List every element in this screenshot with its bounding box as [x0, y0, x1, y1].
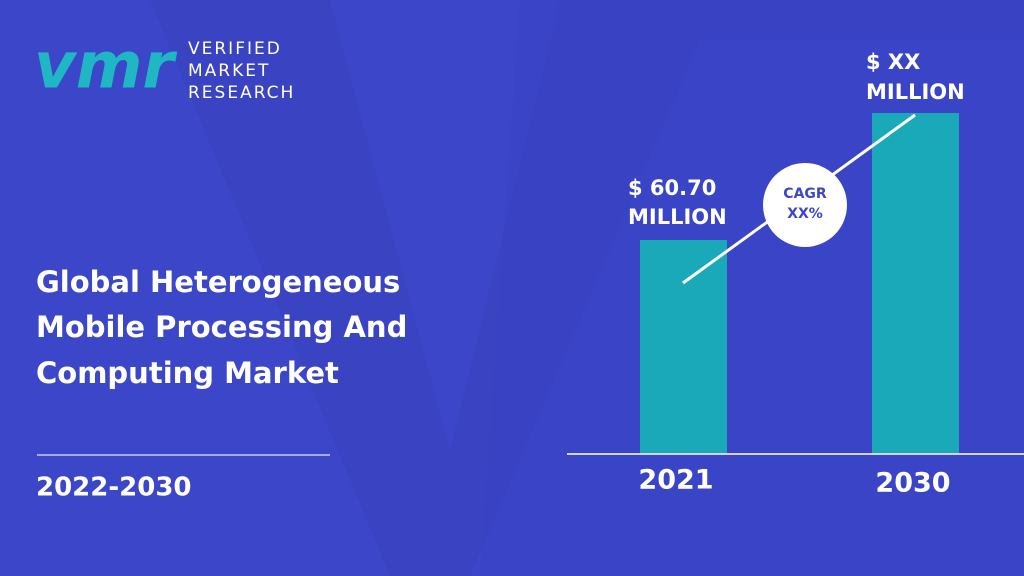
year-label: 2021 — [638, 465, 713, 496]
title-line: Global Heterogeneous — [36, 265, 400, 299]
bar-label: $ XX — [866, 50, 920, 74]
bar — [872, 113, 959, 453]
logo-mark: vmr — [34, 30, 177, 104]
bar-label: MILLION — [628, 205, 727, 229]
logo-text: RESEARCH — [188, 83, 295, 103]
logo-text: VERIFIED — [188, 39, 282, 59]
bar-label: MILLION — [866, 80, 965, 104]
bar-label: $ 60.70 — [628, 176, 716, 200]
bar — [640, 240, 727, 453]
cagr-badge — [763, 163, 847, 247]
cagr-label: CAGR — [783, 186, 827, 202]
logo-text: MARKET — [188, 61, 270, 81]
title-line: Mobile Processing And — [36, 310, 407, 344]
title-line: Computing Market — [36, 356, 339, 390]
period: 2022-2030 — [36, 473, 192, 503]
year-label: 2030 — [875, 468, 950, 499]
cagr-value: XX% — [787, 206, 823, 222]
